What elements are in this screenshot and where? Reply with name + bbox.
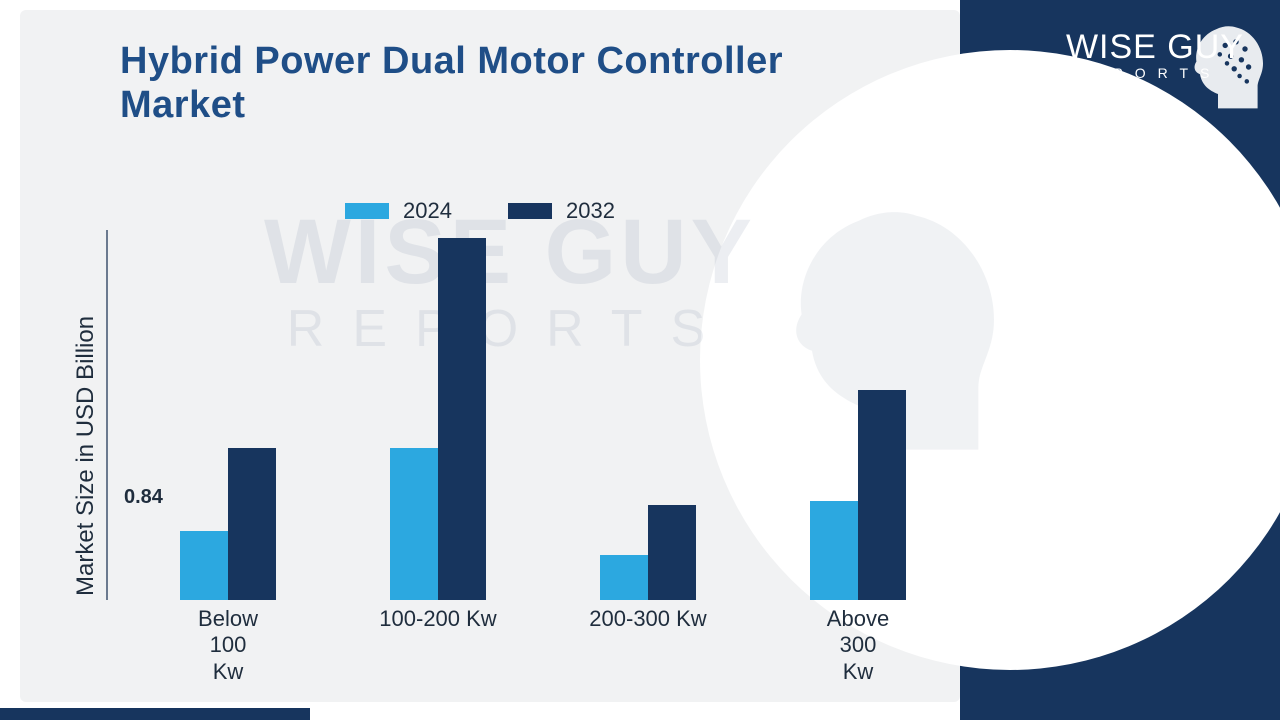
value-label: 0.84 xyxy=(124,486,163,509)
y-axis-line xyxy=(106,230,108,600)
bar xyxy=(438,238,486,600)
legend-item: 2032 xyxy=(508,198,615,224)
category-label: 100-200 Kw xyxy=(353,600,523,632)
category-label: 200-300 Kw xyxy=(563,600,733,632)
bar xyxy=(810,501,858,600)
category-label: Below100Kw xyxy=(168,600,288,685)
bar xyxy=(180,531,228,600)
bar-group: Above300Kw xyxy=(810,230,906,600)
bar-group: 100-200 Kw xyxy=(390,230,486,600)
bottom-accent-bar xyxy=(0,708,310,720)
bar xyxy=(600,555,648,600)
brand-line2: REPORTS xyxy=(1066,65,1244,81)
chart-title: Hybrid Power Dual Motor Controller Marke… xyxy=(120,40,840,127)
brand-line1: WISE GUY xyxy=(1066,28,1244,67)
legend-swatch xyxy=(508,203,552,219)
stage: WISE GUY REPORTS Hybrid Power Dual Motor… xyxy=(0,0,1280,720)
legend: 2024 2032 xyxy=(0,198,960,224)
bar xyxy=(390,448,438,600)
y-axis-label: Market Size in USD Billion xyxy=(72,316,100,596)
right-brand-panel: WISE GUY REPORTS xyxy=(960,0,1280,720)
category-label: Above300Kw xyxy=(798,600,918,685)
bar-group: 200-300 Kw xyxy=(600,230,696,600)
bar xyxy=(228,448,276,600)
bar-chart: Below100Kw 100-200 Kw 200-300 Kw Above300Kw… xyxy=(120,230,940,600)
legend-swatch xyxy=(345,203,389,219)
brand-text: WISE GUY REPORTS xyxy=(1066,28,1244,81)
legend-label: 2032 xyxy=(566,198,615,224)
bar xyxy=(858,390,906,600)
bar-group: Below100Kw xyxy=(180,230,276,600)
legend-label: 2024 xyxy=(403,198,452,224)
bar xyxy=(648,505,696,600)
legend-item: 2024 xyxy=(345,198,452,224)
